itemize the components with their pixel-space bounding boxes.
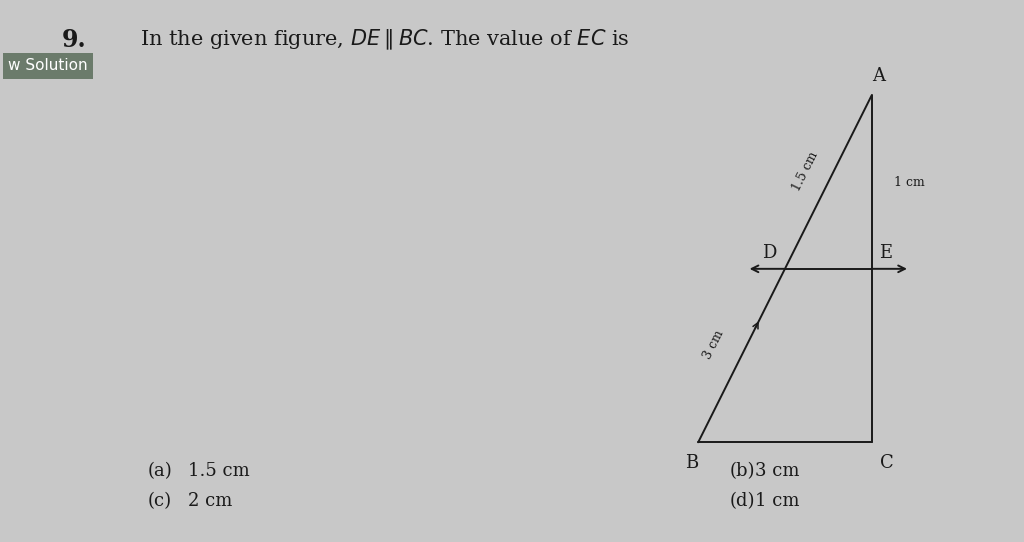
Text: (b): (b) — [730, 462, 756, 480]
Text: B: B — [685, 454, 698, 473]
Text: 3 cm: 3 cm — [755, 462, 800, 480]
Text: 3 cm: 3 cm — [701, 328, 726, 362]
Text: E: E — [879, 244, 892, 262]
Text: In the given figure, $DE \parallel BC$. The value of $EC$ is: In the given figure, $DE \parallel BC$. … — [140, 28, 630, 53]
Text: 1 cm: 1 cm — [755, 492, 800, 510]
Text: w Solution: w Solution — [8, 58, 88, 73]
Text: 1 cm: 1 cm — [894, 176, 925, 189]
Text: 1.5 cm: 1.5 cm — [188, 462, 250, 480]
Text: D: D — [762, 244, 776, 262]
Text: A: A — [872, 67, 885, 85]
Text: (c): (c) — [148, 492, 172, 510]
Text: (d): (d) — [730, 492, 756, 510]
Text: 1.5 cm: 1.5 cm — [791, 150, 821, 193]
Text: 9.: 9. — [62, 28, 87, 52]
Text: C: C — [881, 454, 894, 473]
Text: 2 cm: 2 cm — [188, 492, 232, 510]
Text: (a): (a) — [148, 462, 173, 480]
